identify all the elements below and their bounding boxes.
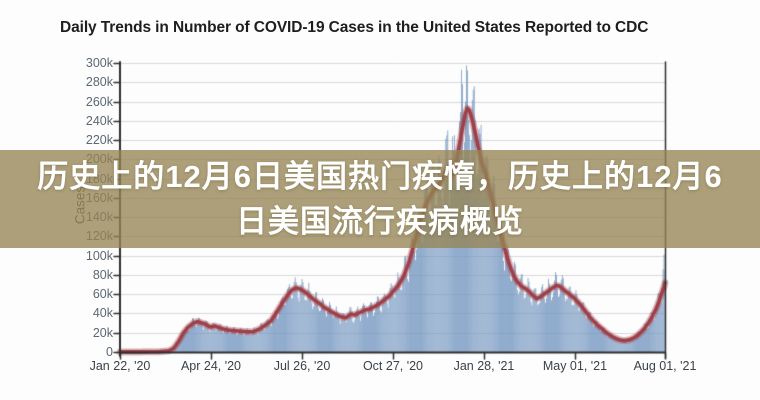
x-tick-label: Jan 22, '20	[89, 359, 151, 373]
x-tick-label: Aug 01, '21	[633, 359, 697, 373]
x-tick-label: Jul 26, '20	[273, 359, 331, 373]
y-tick-label: 300k	[85, 56, 113, 70]
x-tick-label: Oct 27, '20	[362, 359, 424, 373]
overlay-headline-line2: 日美国流行疾病概览	[236, 204, 524, 239]
y-tick-label: 220k	[85, 133, 113, 148]
y-tick-label: 40k	[92, 306, 113, 321]
x-tick-label: Apr 24, '20	[180, 359, 242, 373]
overlay-banner: 历史上的12月6日美国热门疾惰，历史上的12月6 日美国流行疾病概览	[0, 150, 760, 248]
y-tick-label: 100k	[85, 248, 113, 263]
x-tick-label: Jan 28, '21	[453, 359, 515, 373]
y-tick-label: 80k	[92, 267, 113, 282]
x-tick-label: May 01, '21	[542, 359, 608, 373]
y-tick-label: 260k	[85, 94, 113, 109]
y-tick-label: 0	[106, 345, 113, 359]
overlay-headline-line1: 历史上的12月6日美国热门疾惰，历史上的12月6	[37, 159, 723, 194]
y-tick-label: 20k	[92, 325, 113, 340]
y-tick-label: 240k	[85, 113, 113, 128]
y-tick-label: 280k	[85, 75, 113, 90]
y-tick-label: 60k	[92, 287, 113, 302]
